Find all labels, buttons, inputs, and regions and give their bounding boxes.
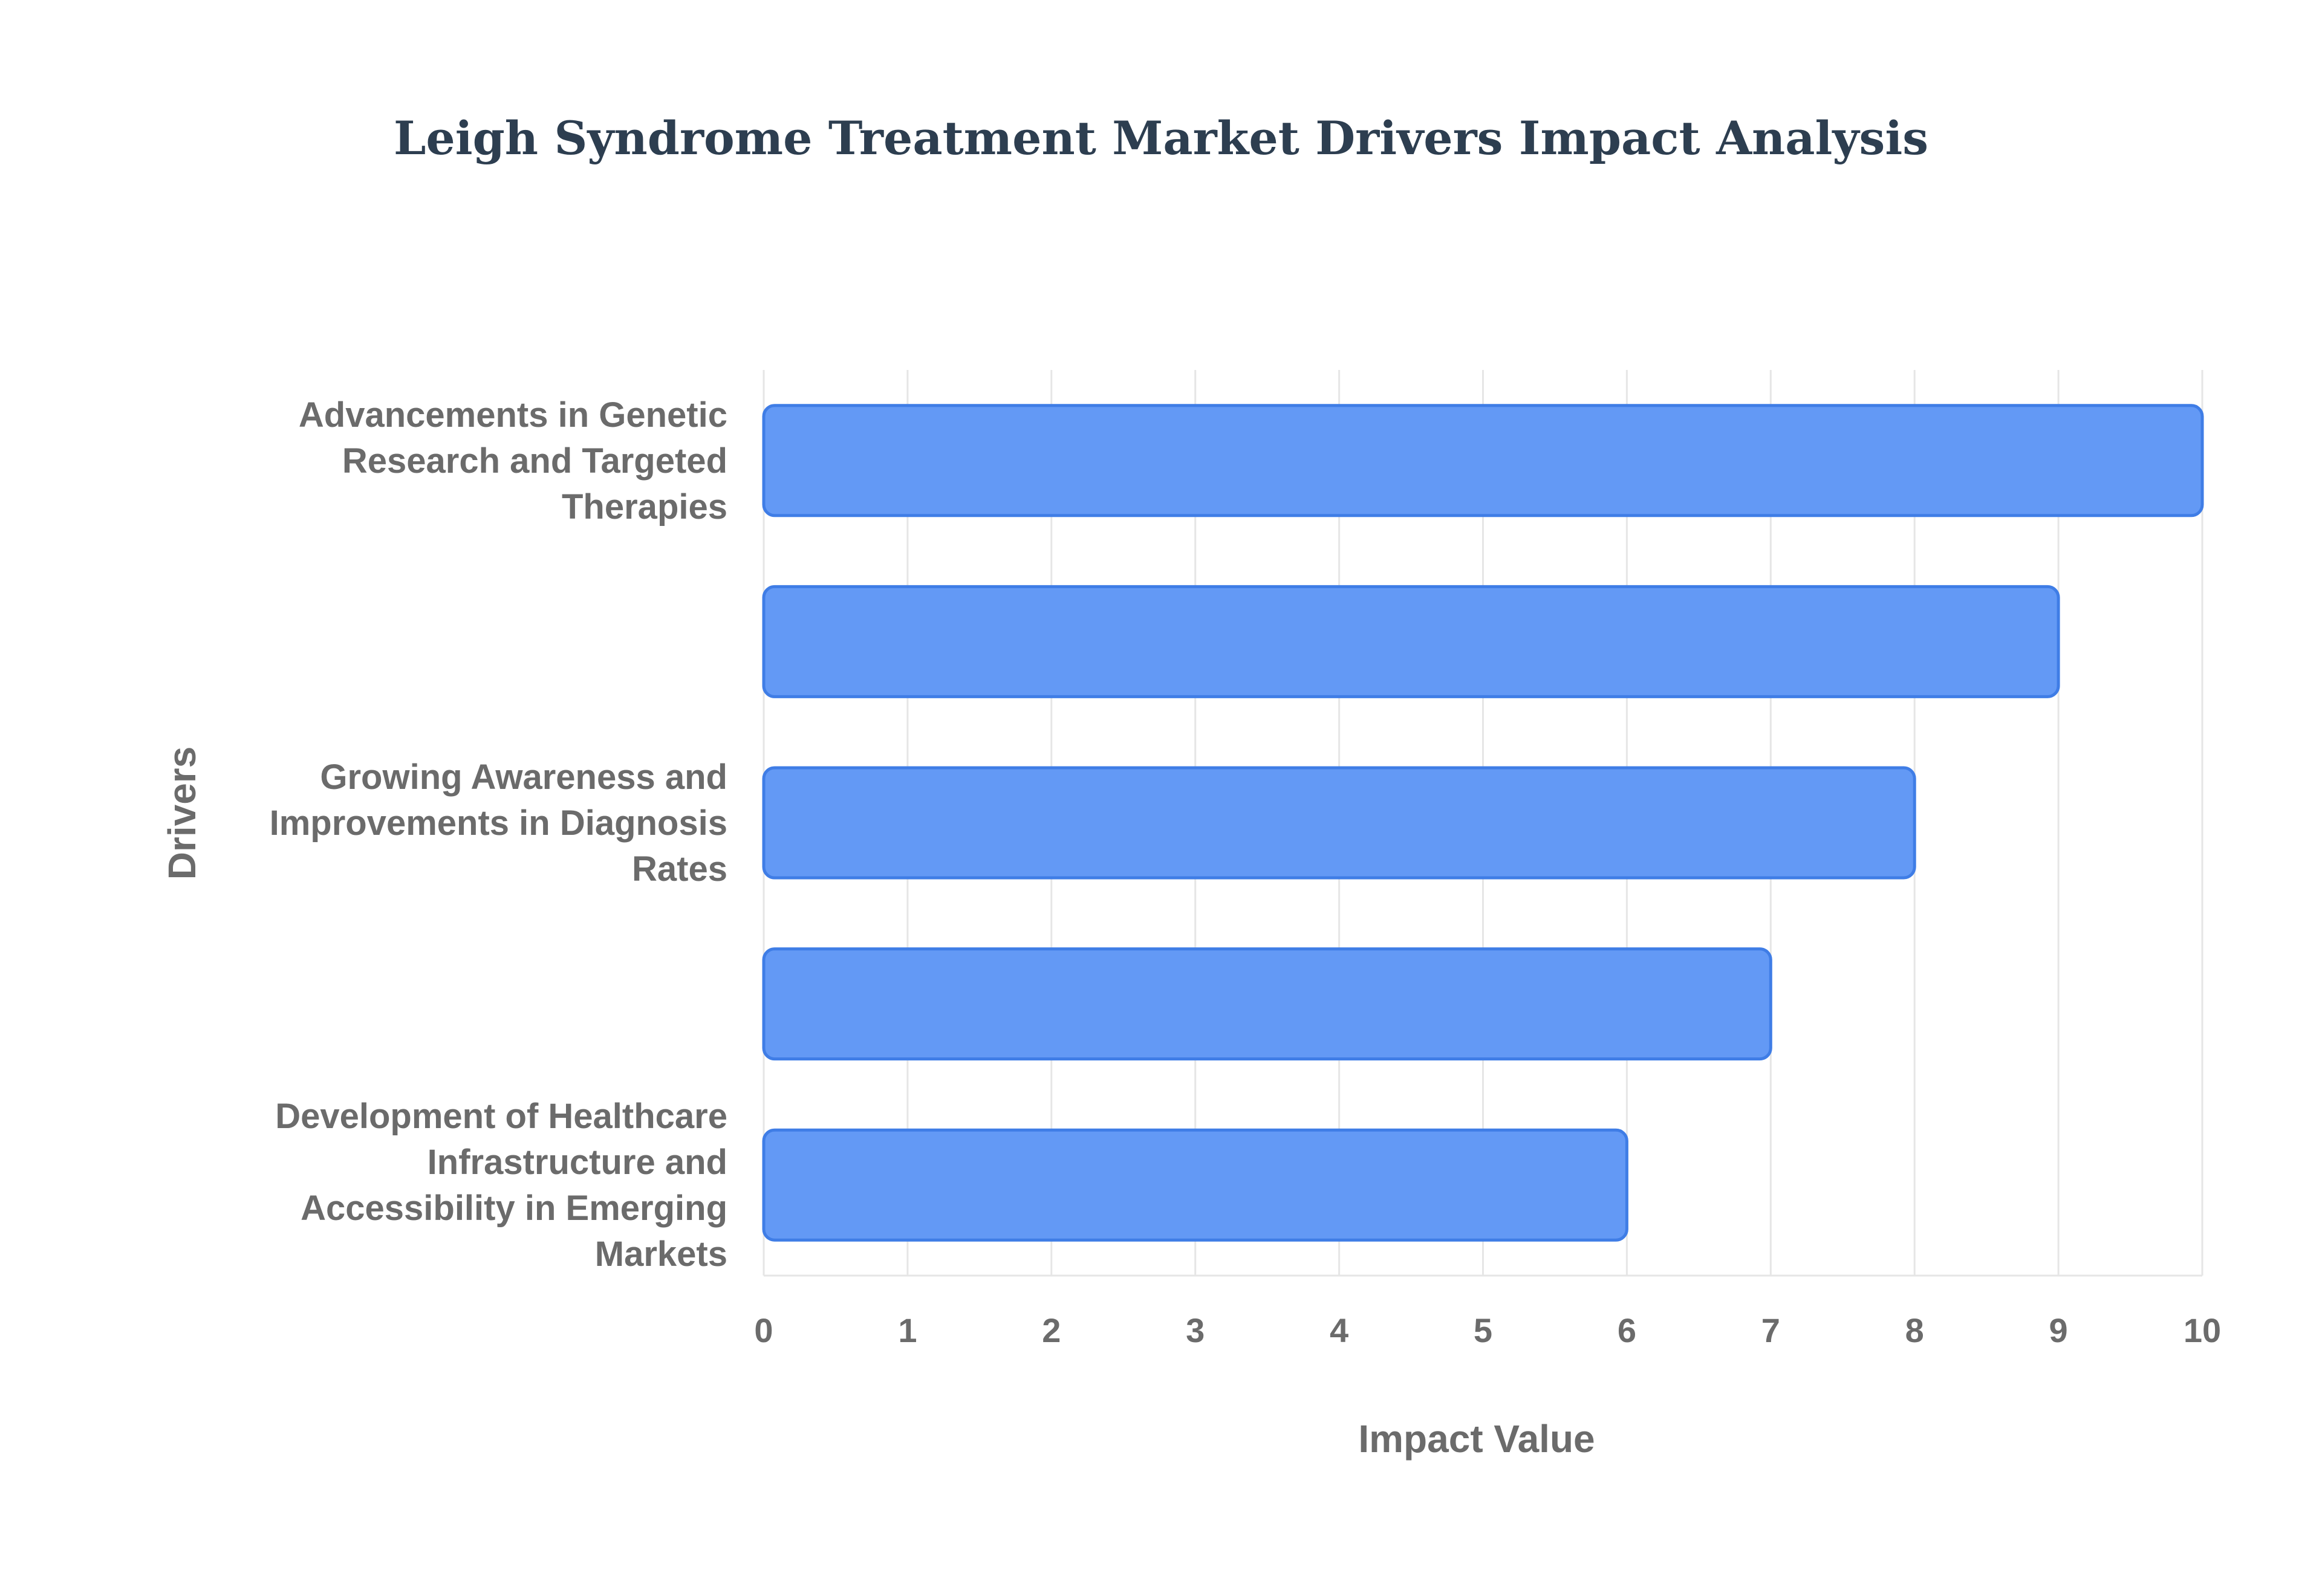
- category-label-2: Growing Awareness and Improvements in Dia…: [270, 757, 727, 889]
- x-tick-label-10: 10: [2184, 1311, 2221, 1349]
- x-axis-ticks: 0 1 2 3 4 5 6 7 8 9 10: [754, 1311, 2221, 1349]
- bar-1: [762, 585, 2060, 698]
- x-axis-title: Impact Value: [1358, 1417, 1595, 1461]
- x-tick-label-5: 5: [1474, 1311, 1492, 1349]
- x-tick-label-1: 1: [898, 1311, 917, 1349]
- bar-2: [762, 766, 1916, 880]
- x-tick-label-4: 4: [1330, 1311, 1348, 1349]
- bars: [762, 404, 2204, 1242]
- chart-title: Leigh Syndrome Treatment Market Drivers …: [394, 111, 1928, 165]
- y-axis-title: Drivers: [160, 747, 204, 880]
- category-label-0: Advancements in Genetic Research and Targ…: [299, 395, 727, 527]
- x-tick-label-2: 2: [1042, 1311, 1061, 1349]
- x-tick-label-7: 7: [1761, 1311, 1780, 1349]
- bar-0: [762, 404, 2204, 517]
- x-tick-label-9: 9: [2049, 1311, 2068, 1349]
- x-tick-label-8: 8: [1905, 1311, 1924, 1349]
- y-axis-category-labels: Advancements in Genetic Research and Targ…: [270, 395, 727, 1274]
- bar-4: [762, 1128, 1628, 1242]
- x-tick-label-3: 3: [1186, 1311, 1205, 1349]
- bar-3: [762, 947, 1772, 1061]
- x-tick-label-0: 0: [754, 1311, 773, 1349]
- category-label-4: Development of Healthcare Infrastructure …: [275, 1097, 727, 1274]
- x-tick-label-6: 6: [1618, 1311, 1636, 1349]
